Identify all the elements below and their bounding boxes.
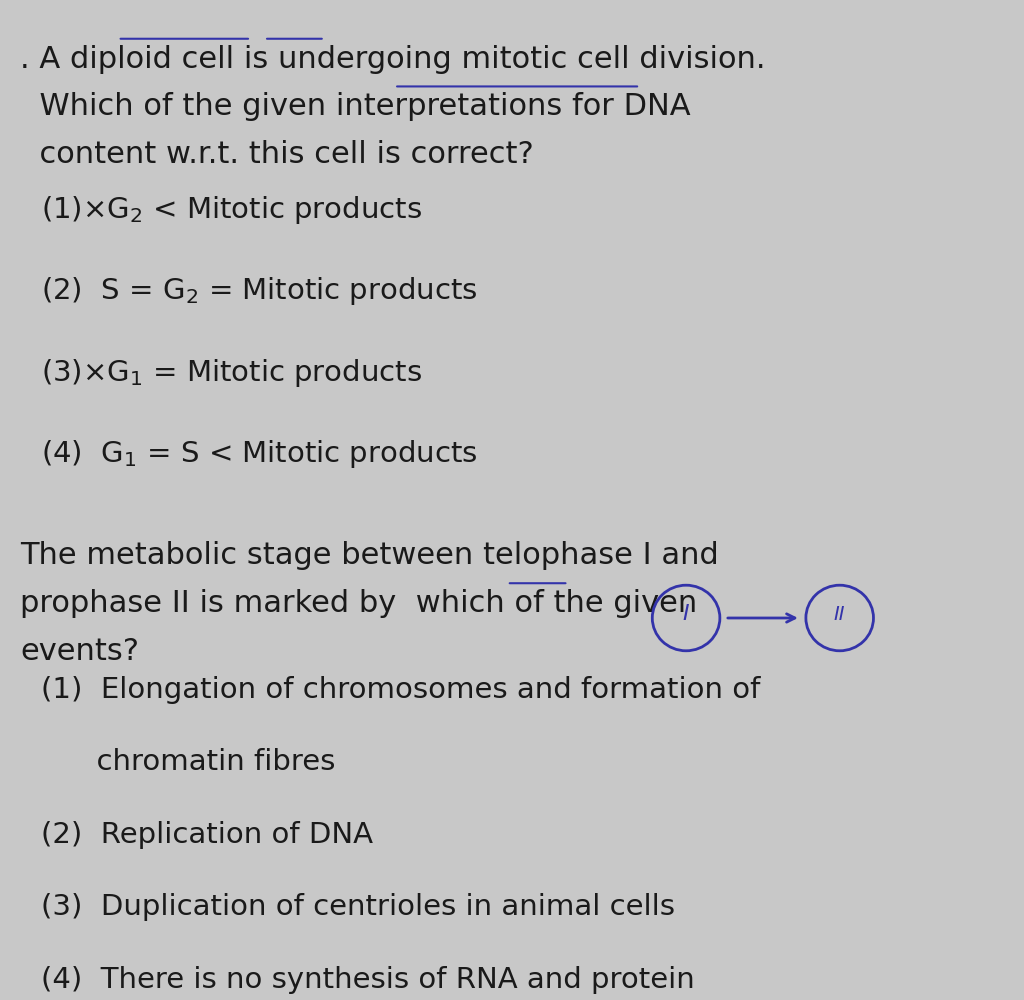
Text: (3)  Duplication of centrioles in animal cells: (3) Duplication of centrioles in animal …: [41, 893, 675, 921]
Text: (4)  G$_1$ = S < Mitotic products: (4) G$_1$ = S < Mitotic products: [41, 438, 477, 470]
Text: prophase II is marked by  which of the given: prophase II is marked by which of the gi…: [20, 589, 697, 618]
Text: (2)  S = G$_2$ = Mitotic products: (2) S = G$_2$ = Mitotic products: [41, 275, 477, 307]
Text: (1)  Elongation of chromosomes and formation of: (1) Elongation of chromosomes and format…: [41, 676, 761, 704]
Text: (2)  Replication of DNA: (2) Replication of DNA: [41, 821, 373, 849]
Text: events?: events?: [20, 637, 139, 666]
Text: . A diploid cell is undergoing mitotic cell division.: . A diploid cell is undergoing mitotic c…: [20, 45, 766, 74]
Text: II: II: [834, 605, 846, 624]
Text: Which of the given interpretations for DNA: Which of the given interpretations for D…: [20, 92, 691, 121]
Text: content w.r.t. this cell is correct?: content w.r.t. this cell is correct?: [20, 140, 535, 169]
Text: I: I: [683, 604, 689, 624]
Text: (3)$\times$G$_1$ = Mitotic products: (3)$\times$G$_1$ = Mitotic products: [41, 357, 422, 389]
Text: (1)$\times$G$_2$ < Mitotic products: (1)$\times$G$_2$ < Mitotic products: [41, 194, 422, 226]
Text: chromatin fibres: chromatin fibres: [41, 748, 335, 776]
Text: (4)  There is no synthesis of RNA and protein: (4) There is no synthesis of RNA and pro…: [41, 966, 694, 994]
Text: The metabolic stage between telophase I and: The metabolic stage between telophase I …: [20, 541, 719, 570]
